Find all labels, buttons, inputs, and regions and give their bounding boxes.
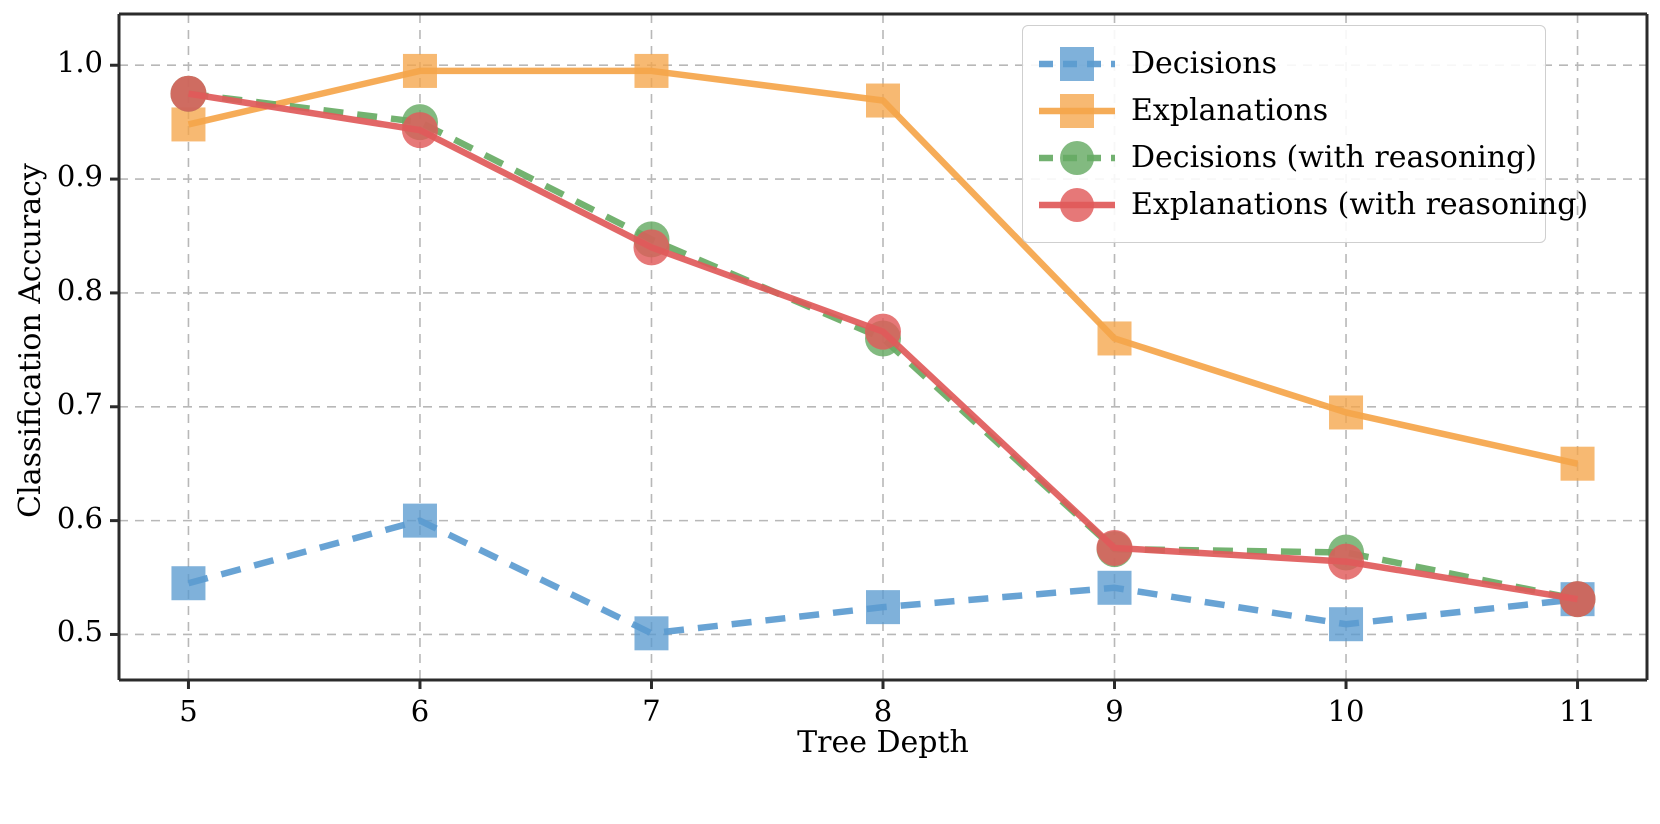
legend-key-glyph: [1039, 187, 1115, 222]
data-point-marker: [1097, 570, 1132, 605]
data-point-marker: [1328, 543, 1365, 580]
data-point-marker: [866, 590, 900, 625]
series-explanations-with-reasoning: [170, 75, 1596, 618]
x-axis-label: Tree Depth: [797, 725, 969, 760]
x-tick-label: 9: [1105, 694, 1124, 728]
data-point-marker: [1329, 607, 1364, 642]
legend-label-decisions: Decisions: [1131, 46, 1277, 81]
legend-key-marker: [1060, 46, 1094, 81]
legend-key-marker: [1060, 187, 1094, 222]
data-point-marker: [1096, 529, 1133, 566]
legend-key-marker: [1060, 93, 1094, 128]
data-point-marker: [1097, 321, 1132, 356]
x-tick-label: 6: [410, 694, 430, 728]
data-point-marker: [1559, 581, 1596, 618]
x-tick-label: 5: [179, 694, 198, 728]
legend-label-explanations-reasoning: Explanations (with reasoning): [1131, 187, 1589, 222]
legend-item[interactable]: Explanations (with reasoning): [1037, 181, 1588, 228]
legend-swatch-explanations: [1037, 93, 1117, 128]
legend-key-glyph: [1039, 46, 1115, 81]
legend-swatch-explanations-reasoning: [1037, 187, 1117, 222]
legend-key-glyph: [1039, 140, 1115, 175]
data-point-marker: [402, 53, 437, 88]
data-point-marker: [634, 53, 669, 88]
axis-spines: [110, 12, 1649, 689]
y-tick-label: 0.9: [56, 159, 103, 194]
legend-item[interactable]: Explanations: [1037, 87, 1527, 134]
y-tick-label: 1.0: [56, 45, 103, 80]
y-tick-label: 0.8: [56, 272, 103, 307]
chart-legend: Decisions Explanations Decisions (with r…: [1022, 25, 1588, 243]
legend-label-decisions-reasoning: Decisions (with reasoning): [1131, 140, 1537, 175]
x-tick-label: 11: [1559, 694, 1596, 728]
legend-swatch-decisions: [1037, 46, 1117, 81]
legend-key-glyph: [1039, 93, 1115, 128]
data-point-marker: [1329, 395, 1364, 430]
data-point-marker: [171, 107, 206, 142]
data-point-marker: [170, 75, 207, 112]
data-point-marker: [171, 566, 206, 601]
data-point-marker: [633, 229, 670, 266]
legend-item[interactable]: Decisions (with reasoning): [1037, 134, 1537, 181]
data-point-marker: [865, 313, 901, 350]
legend-item[interactable]: Decisions: [1037, 40, 1527, 87]
legend-label-explanations: Explanations: [1131, 93, 1329, 128]
data-point-marker: [866, 83, 900, 118]
legend-key-marker: [1060, 140, 1094, 175]
data-point-marker: [402, 503, 437, 538]
series-explanations: [171, 53, 1595, 481]
y-tick-label: 0.6: [56, 500, 103, 535]
x-tick-label: 10: [1327, 694, 1365, 728]
data-point-marker: [1560, 446, 1595, 481]
x-tick-label: 7: [642, 694, 661, 728]
legend-swatch-decisions-reasoning: [1037, 140, 1117, 175]
y-tick-label: 0.5: [56, 614, 103, 649]
y-tick-label: 0.7: [56, 386, 103, 421]
x-tick-label: 8: [873, 694, 893, 728]
data-point-marker: [634, 616, 669, 651]
data-point-marker: [401, 112, 438, 149]
